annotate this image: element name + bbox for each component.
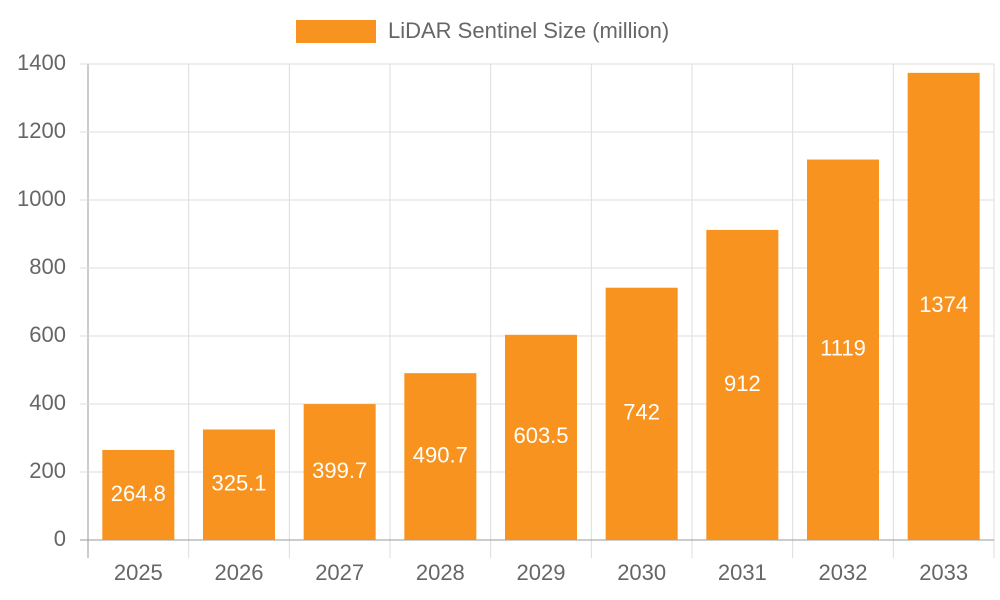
- bar: [404, 373, 477, 540]
- y-tick-label: 600: [29, 322, 66, 347]
- x-tick-label: 2027: [315, 560, 364, 585]
- data-label: 264.8: [111, 481, 166, 506]
- x-tick-label: 2032: [819, 560, 868, 585]
- bar: [203, 429, 275, 540]
- data-label: 742: [623, 400, 660, 425]
- x-tick-label: 2028: [416, 560, 465, 585]
- data-label: 603.5: [513, 423, 568, 448]
- x-tick-label: 2025: [114, 560, 163, 585]
- y-tick-label: 400: [29, 390, 66, 415]
- bar: [303, 404, 376, 540]
- bar: [807, 159, 879, 541]
- x-tick-label: 2026: [215, 560, 264, 585]
- y-tick-label: 1000: [17, 186, 66, 211]
- data-label: 399.7: [312, 458, 367, 483]
- bar: [605, 287, 678, 540]
- data-label: 1374: [919, 292, 968, 317]
- bar: [505, 334, 577, 540]
- data-label: 912: [724, 371, 761, 396]
- bar: [102, 449, 175, 540]
- y-tick-label: 1400: [17, 50, 66, 75]
- y-tick-label: 800: [29, 254, 66, 279]
- data-label: 325.1: [211, 471, 266, 496]
- y-tick-label: 200: [29, 458, 66, 483]
- legend-swatch: [296, 20, 376, 43]
- x-tick-label: 2031: [718, 560, 767, 585]
- legend-label: LiDAR Sentinel Size (million): [388, 18, 669, 43]
- data-label: 1119: [820, 336, 866, 361]
- bar: [907, 72, 980, 540]
- bar: [706, 229, 779, 541]
- y-tick-label: 1200: [17, 118, 66, 143]
- x-tick-label: 2033: [919, 560, 968, 585]
- x-tick-label: 2030: [617, 560, 666, 585]
- y-tick-label: 0: [54, 526, 66, 551]
- data-label: 490.7: [413, 442, 468, 467]
- x-tick-label: 2029: [517, 560, 566, 585]
